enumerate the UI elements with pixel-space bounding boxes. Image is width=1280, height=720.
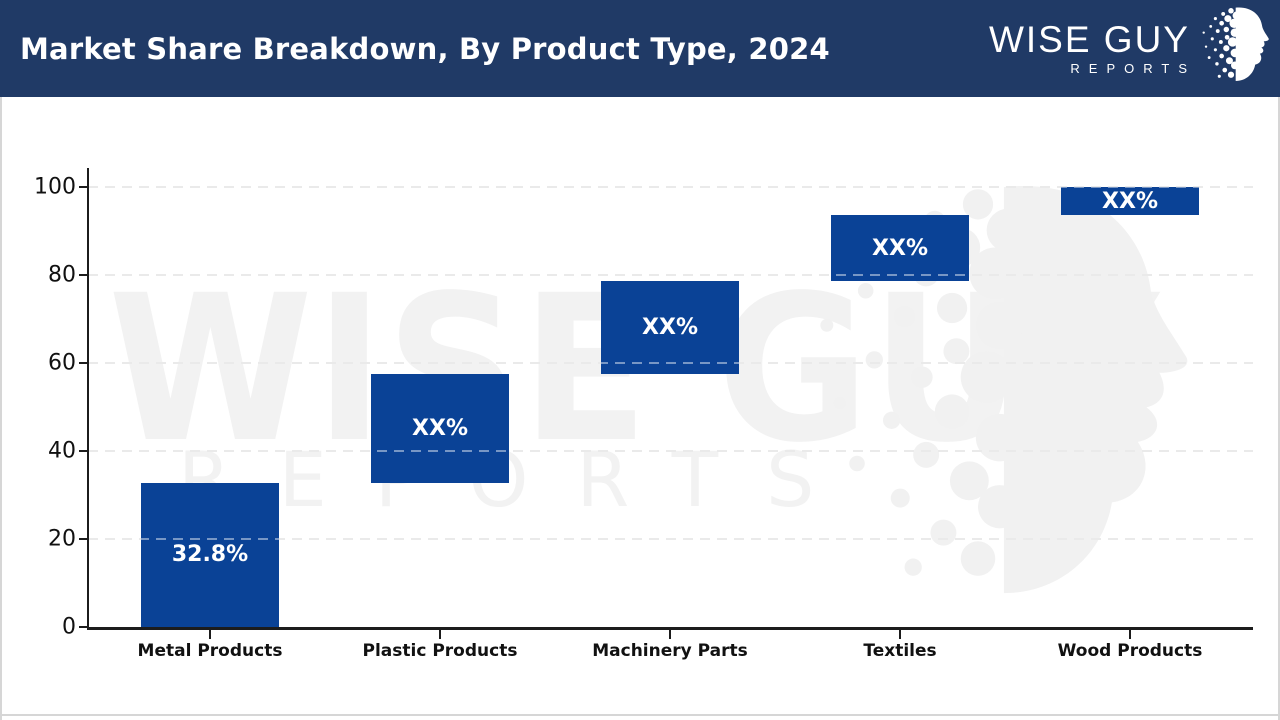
grid-line (88, 450, 1253, 452)
grid-line (88, 186, 1253, 188)
x-category-label: Machinery Parts (592, 641, 748, 661)
page-title: Market Share Breakdown, By Product Type,… (20, 31, 830, 66)
grid-line-overlay (88, 450, 1253, 452)
bar-value-label: XX% (1102, 188, 1158, 214)
watermark-subtitle: REPORTS (178, 435, 863, 524)
watermark-dotted-head-icon (762, 178, 1194, 654)
y-tick-label: 60 (48, 350, 76, 376)
waterfall-bar: XX% (831, 215, 969, 282)
bar-value-label: XX% (642, 315, 698, 341)
y-tick-label: 20 (48, 526, 76, 552)
y-tick-mark (79, 362, 88, 364)
waterfall-bar: 32.8% (141, 482, 279, 627)
x-tick-mark (669, 630, 671, 639)
waterfall-bar: XX% (371, 374, 509, 483)
header-bar: Market Share Breakdown, By Product Type,… (0, 0, 1280, 97)
y-tick-mark (79, 274, 88, 276)
y-tick-label: 0 (62, 614, 76, 640)
x-tick-mark (439, 630, 441, 639)
logo-text: WISE GUY REPORTS (989, 21, 1190, 76)
frame-edge-left (0, 97, 2, 720)
x-tick-mark (209, 630, 211, 639)
x-axis-line (87, 627, 1253, 630)
waterfall-bar: XX% (1061, 187, 1199, 216)
wise-guy-reports-logo: WISE GUY REPORTS (989, 6, 1280, 92)
frame-edge-right (1278, 97, 1280, 720)
bar-value-label: XX% (872, 235, 928, 261)
y-tick-label: 100 (34, 174, 76, 200)
y-tick-mark (79, 538, 88, 540)
frame-edge-bottom (0, 714, 1280, 716)
grid-line (88, 538, 1253, 540)
x-tick-mark (899, 630, 901, 639)
bar-value-label: 32.8% (171, 542, 249, 568)
grid-line-overlay (88, 274, 1253, 276)
grid-line (88, 274, 1253, 276)
dotted-head-icon (1192, 6, 1270, 92)
logo-wordmark: WISE GUY (988, 19, 1190, 60)
y-tick-mark (79, 186, 88, 188)
y-tick-mark (79, 450, 88, 452)
x-category-label: Metal Products (137, 641, 283, 661)
y-tick-label: 80 (48, 262, 76, 288)
y-tick-label: 40 (48, 438, 76, 464)
grid-line-overlay (88, 362, 1253, 364)
waterfall-bar: XX% (601, 281, 739, 374)
grid-line-overlay (88, 538, 1253, 540)
grid-line-overlay (88, 186, 1253, 188)
x-category-label: Textiles (863, 641, 937, 661)
logo-subtitle: REPORTS (1070, 61, 1196, 76)
y-axis-line (87, 168, 89, 629)
y-tick-mark (79, 626, 88, 628)
x-category-label: Plastic Products (362, 641, 518, 661)
bar-value-label: XX% (412, 415, 468, 441)
x-category-label: Wood Products (1057, 641, 1203, 661)
x-tick-mark (1129, 630, 1131, 639)
